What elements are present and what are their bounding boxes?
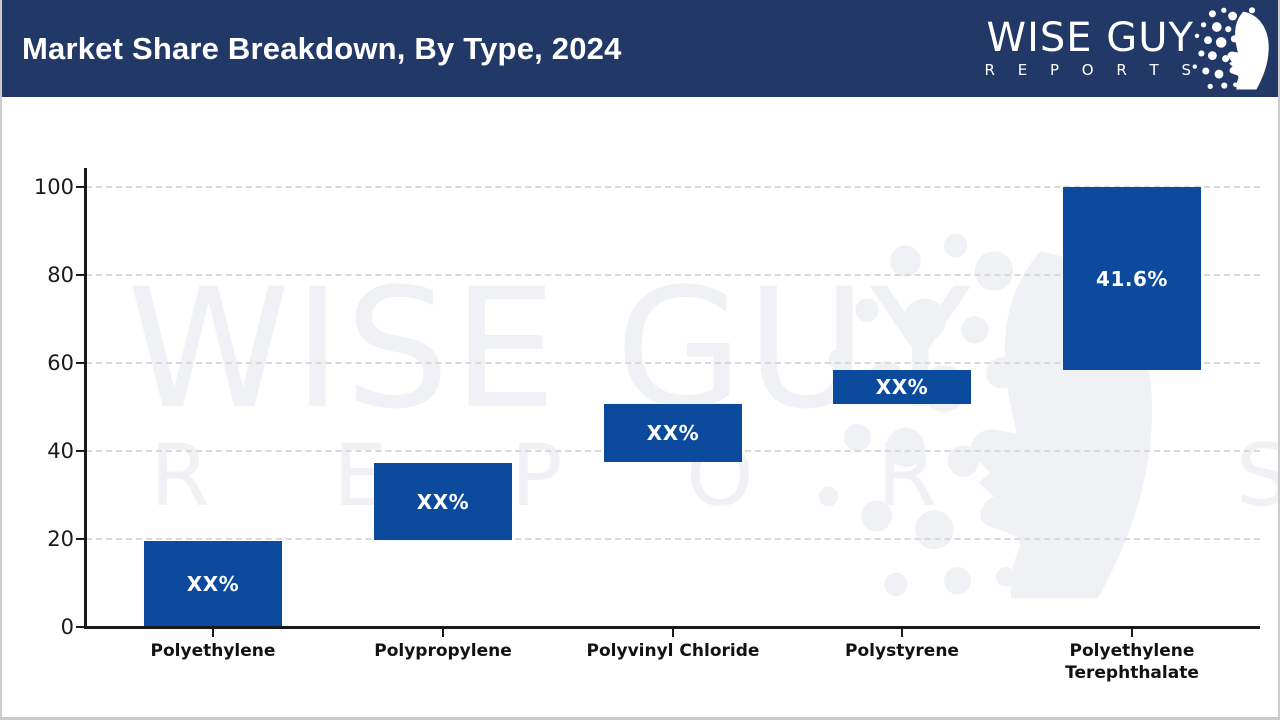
x-axis-category-label: Polyethylene bbox=[150, 641, 276, 661]
y-axis-tick-label: 80 bbox=[47, 263, 74, 287]
bar-polyethylene-terephthalate: 41.6% bbox=[1063, 187, 1201, 371]
head-profile-dots-icon bbox=[1192, 6, 1269, 89]
bar-value-label: XX% bbox=[875, 375, 929, 400]
x-axis-tickmark bbox=[672, 628, 674, 637]
bar-value-label: XX% bbox=[646, 421, 700, 446]
wiseguy-logo: WISE GUY R E P O R T S bbox=[981, 5, 1274, 93]
gridline-80 bbox=[86, 274, 1260, 276]
bar-value-label: 41.6% bbox=[1096, 266, 1168, 291]
y-axis-tickmark bbox=[76, 362, 86, 364]
bar-polystyrene: XX% bbox=[833, 370, 971, 405]
bar-value-label: XX% bbox=[416, 489, 470, 514]
x-axis-tickmark bbox=[1131, 628, 1133, 637]
logo-wordmark-line2: R E P O R T S bbox=[984, 61, 1200, 79]
y-axis-tickmark bbox=[76, 450, 86, 452]
logo-wordmark-line1: WISE GUY bbox=[986, 15, 1194, 61]
bar-polyethylene: XX% bbox=[144, 541, 282, 627]
x-axis-category-label: Polyvinyl Chloride bbox=[586, 641, 760, 661]
x-axis-tickmark bbox=[442, 628, 444, 637]
header: Market Share Breakdown, By Type, 2024 WI… bbox=[2, 0, 1278, 97]
chart-title: Market Share Breakdown, By Type, 2024 bbox=[22, 30, 622, 66]
x-axis-category-label: Polystyrene bbox=[845, 641, 959, 661]
watermark-text-line1: WISE GUY bbox=[127, 253, 974, 445]
x-axis-category-label: Polypropylene bbox=[374, 641, 512, 661]
bar-polypropylene: XX% bbox=[374, 463, 512, 540]
gridline-100 bbox=[86, 186, 1260, 188]
y-axis-tick-label: 0 bbox=[60, 615, 74, 639]
bar-polyvinyl-chloride: XX% bbox=[604, 404, 742, 463]
bar-value-label: XX% bbox=[186, 572, 240, 597]
x-axis-tickmark bbox=[901, 628, 903, 637]
x-axis-tickmark bbox=[212, 628, 214, 637]
x-axis-category-label: Polyethylene Terephthalate bbox=[1065, 641, 1199, 684]
x-axis-line bbox=[84, 626, 1260, 629]
y-axis-tickmark bbox=[76, 274, 86, 276]
y-axis-line bbox=[84, 168, 87, 629]
y-axis-tick-label: 20 bbox=[47, 527, 74, 551]
y-axis-tickmark bbox=[76, 626, 86, 628]
y-axis-tickmark bbox=[76, 538, 86, 540]
y-axis-tick-label: 60 bbox=[47, 351, 74, 375]
logo-wordmark: WISE GUY R E P O R T S bbox=[981, 18, 1200, 79]
gridline-60 bbox=[86, 362, 1260, 364]
gridline-20 bbox=[86, 538, 1260, 540]
y-axis-tick-label: 40 bbox=[47, 439, 74, 463]
y-axis-tickmark bbox=[76, 186, 86, 188]
y-axis-tick-label: 100 bbox=[33, 175, 74, 199]
